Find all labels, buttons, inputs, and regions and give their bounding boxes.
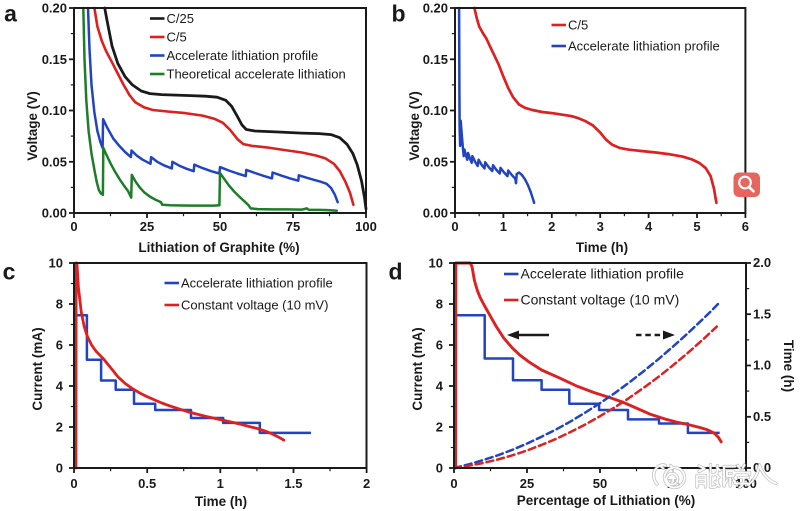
svg-text:0: 0: [70, 476, 77, 491]
svg-text:0.20: 0.20: [423, 1, 448, 16]
svg-text:Current (mA): Current (mA): [410, 327, 425, 410]
svg-text:100: 100: [355, 219, 377, 234]
svg-text:1.5: 1.5: [284, 476, 302, 491]
svg-text:6: 6: [436, 338, 443, 353]
svg-text:Lithiation of Graphite (%): Lithiation of Graphite (%): [138, 240, 299, 255]
svg-text:0.00: 0.00: [42, 206, 67, 221]
svg-text:Current (mA): Current (mA): [30, 327, 45, 410]
svg-text:2: 2: [436, 420, 443, 435]
svg-text:8: 8: [56, 297, 63, 312]
svg-text:Accelerate lithiation profile: Accelerate lithiation profile: [167, 48, 319, 63]
svg-text:C/5: C/5: [568, 17, 588, 32]
svg-text:25: 25: [520, 476, 534, 491]
svg-text:0.15: 0.15: [423, 52, 448, 67]
svg-text:4: 4: [56, 379, 64, 394]
svg-text:0.20: 0.20: [42, 1, 67, 16]
svg-text:5: 5: [693, 219, 700, 234]
svg-text:75: 75: [286, 219, 300, 234]
svg-text:1: 1: [217, 476, 224, 491]
svg-text:b: b: [391, 1, 405, 27]
svg-text:0: 0: [70, 219, 77, 234]
svg-text:2: 2: [363, 476, 370, 491]
svg-text:Accelerate lithiation profile: Accelerate lithiation profile: [568, 38, 720, 53]
svg-text:0.5: 0.5: [753, 409, 771, 424]
svg-text:50: 50: [213, 219, 227, 234]
svg-text:0: 0: [450, 476, 457, 491]
svg-text:Voltage (V): Voltage (V): [407, 91, 422, 161]
svg-text:a: a: [4, 1, 17, 27]
svg-text:Percentage of Lithiation (%): Percentage of Lithiation (%): [517, 493, 696, 508]
svg-text:0: 0: [56, 461, 63, 476]
svg-text:0.10: 0.10: [423, 103, 448, 118]
svg-text:50: 50: [593, 476, 607, 491]
svg-text:Voltage (V): Voltage (V): [25, 91, 40, 161]
svg-text:2.0: 2.0: [753, 255, 771, 270]
svg-text:Accelerate lithiation profile: Accelerate lithiation profile: [521, 265, 685, 281]
svg-text:1: 1: [500, 219, 507, 234]
svg-text:Accelerate lithiation profile: Accelerate lithiation profile: [181, 275, 333, 290]
svg-text:2: 2: [548, 219, 555, 234]
svg-text:3: 3: [597, 219, 604, 234]
svg-text:0: 0: [436, 461, 443, 476]
svg-text:6: 6: [742, 219, 749, 234]
svg-text:0.05: 0.05: [423, 154, 448, 169]
svg-text:0: 0: [451, 219, 458, 234]
svg-text:Constant voltage (10 mV): Constant voltage (10 mV): [181, 297, 328, 312]
svg-text:10: 10: [49, 256, 63, 271]
svg-text:C/5: C/5: [167, 29, 187, 44]
svg-text:Time (h): Time (h): [781, 340, 796, 392]
svg-text:C/25: C/25: [167, 11, 194, 26]
svg-text:Constant voltage (10 mV): Constant voltage (10 mV): [521, 291, 680, 307]
svg-text:10: 10: [429, 256, 443, 271]
svg-text:0.10: 0.10: [42, 103, 67, 118]
svg-text:1.5: 1.5: [753, 306, 771, 321]
svg-text:0.00: 0.00: [423, 206, 448, 221]
svg-text:Theoretical accelerate lithiat: Theoretical accelerate lithiation: [167, 66, 346, 81]
svg-text:c: c: [3, 259, 16, 285]
svg-text:d: d: [388, 259, 402, 285]
svg-text:4: 4: [645, 219, 653, 234]
svg-text:8: 8: [436, 297, 443, 312]
svg-text:4: 4: [436, 379, 444, 394]
svg-text:6: 6: [56, 338, 63, 353]
svg-text:0.15: 0.15: [42, 52, 67, 67]
svg-text:0.05: 0.05: [42, 154, 67, 169]
svg-text:Time (h): Time (h): [576, 240, 628, 255]
svg-text:1.0: 1.0: [753, 358, 771, 373]
svg-text:25: 25: [140, 219, 154, 234]
svg-text:Time (h): Time (h): [195, 494, 247, 509]
svg-text:2: 2: [56, 420, 63, 435]
svg-text:0.5: 0.5: [138, 476, 156, 491]
